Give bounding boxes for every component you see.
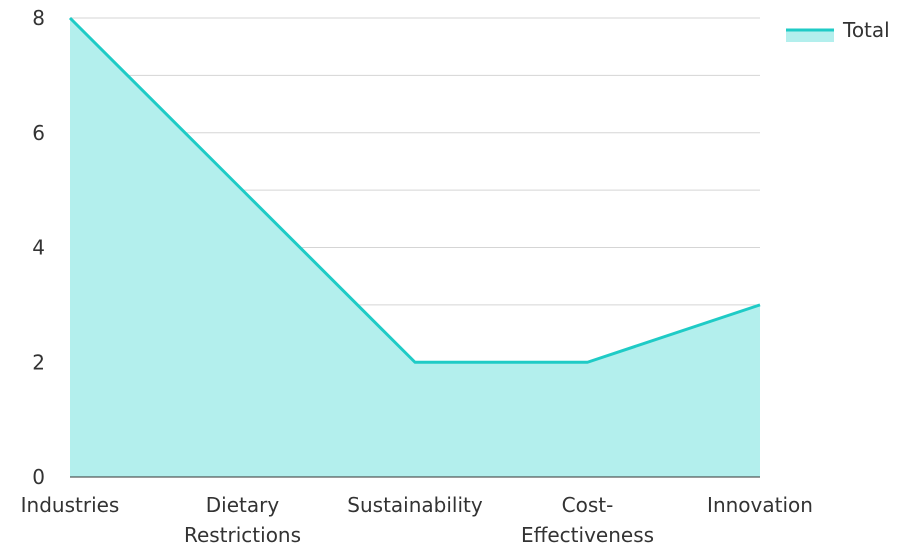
x-tick-label: Cost-Effectiveness bbox=[521, 493, 654, 547]
y-axis-ticks: 0 2 4 6 8 bbox=[32, 6, 45, 489]
x-tick-label: Dietary Restrictions bbox=[184, 493, 301, 547]
legend-label-total: Total bbox=[842, 18, 890, 42]
y-tick-label: 0 bbox=[32, 465, 45, 489]
x-tick-label: Innovation bbox=[707, 493, 813, 517]
legend: Total bbox=[786, 18, 890, 42]
x-tick-label: Sustainability bbox=[347, 493, 483, 517]
y-tick-label: 8 bbox=[32, 6, 45, 30]
series-total-line bbox=[68, 16, 761, 364]
y-tick-label: 4 bbox=[32, 236, 45, 260]
x-axis-ticks: Industries Dietary Restrictions Sustainabil… bbox=[21, 493, 813, 547]
legend-swatch-fill bbox=[786, 30, 834, 42]
x-tick-label: Industries bbox=[21, 493, 120, 517]
y-tick-label: 6 bbox=[32, 121, 45, 145]
y-tick-label: 2 bbox=[32, 350, 45, 374]
